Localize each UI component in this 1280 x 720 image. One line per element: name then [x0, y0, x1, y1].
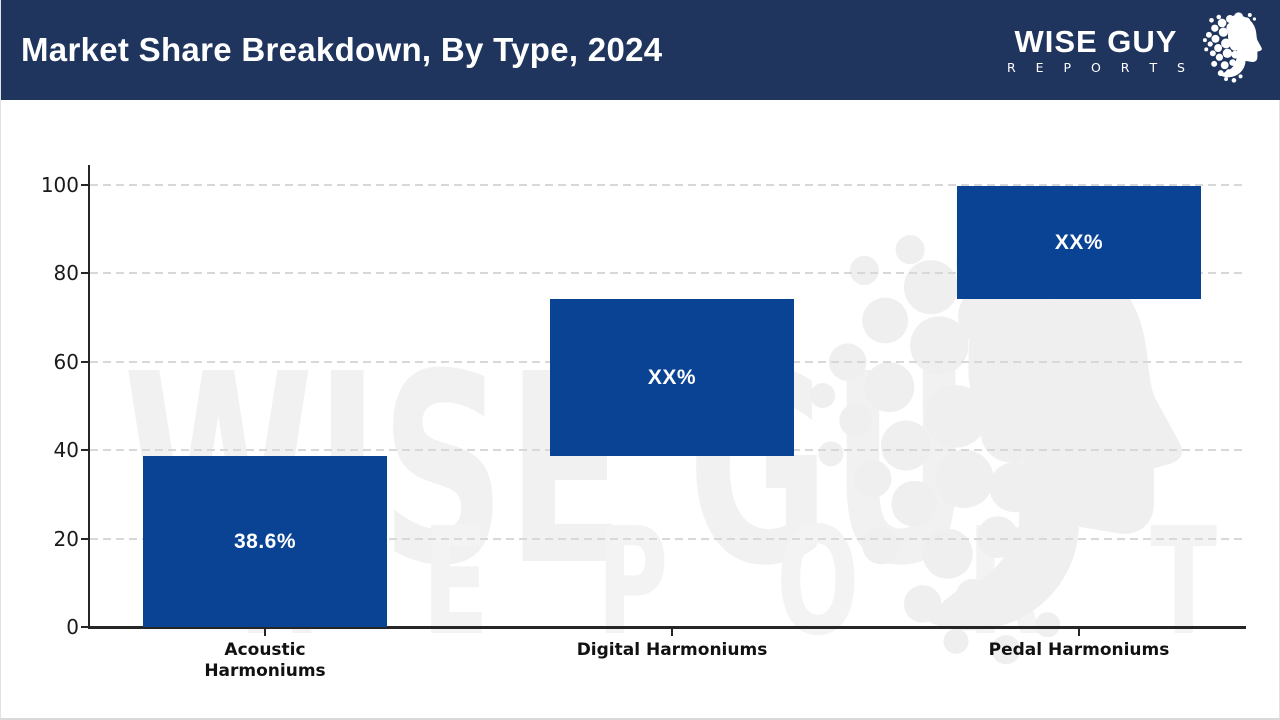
page-title: Market Share Breakdown, By Type, 2024: [21, 31, 663, 68]
gridline: [90, 272, 1246, 275]
watermark-reports-text: R E P O R T S: [239, 496, 1280, 668]
header-bar: Market Share Breakdown, By Type, 2024 WI…: [1, 0, 1280, 100]
y-tick-label: 80: [53, 261, 79, 286]
y-tick-label: 40: [53, 438, 79, 463]
gridline: [90, 537, 1246, 540]
x-tick-mark: [671, 629, 673, 636]
bar-1: 38.6%: [143, 456, 387, 627]
gridline: [90, 184, 1246, 186]
bar-value-label: XX%: [1054, 230, 1104, 254]
y-tick-mark: [81, 360, 88, 363]
x-tick-mark: [264, 629, 266, 636]
y-tick-mark: [81, 537, 88, 540]
x-category-label: Digital Harmoniums: [576, 640, 768, 660]
brand-name: WISE GUY: [1014, 23, 1178, 59]
y-axis-spine: [88, 165, 90, 629]
brand-dotted-head-icon: [1202, 12, 1262, 83]
x-category-label: Pedal Harmoniums: [988, 640, 1170, 660]
y-tick-label: 0: [66, 615, 79, 639]
brand-subtitle: R E P O R T S: [1006, 59, 1193, 75]
y-tick-mark: [81, 184, 88, 186]
y-tick-label: 60: [53, 349, 79, 374]
brand-logo: WISE GUY R E P O R T S: [999, 9, 1263, 91]
bar-value-label: XX%: [647, 365, 697, 389]
y-tick-label: 100: [40, 173, 79, 197]
x-tick-mark: [1078, 629, 1080, 636]
y-tick-mark: [81, 272, 88, 275]
bar-3: XX%: [957, 185, 1201, 300]
bar-value-label: 38.6%: [233, 529, 297, 553]
x-axis-spine: [88, 626, 1246, 629]
bar-2: XX%: [550, 299, 794, 457]
y-tick-label: 20: [53, 526, 79, 551]
y-tick-mark: [81, 449, 88, 452]
x-category-label: Acoustic Harmoniums: [204, 640, 326, 681]
y-tick-mark: [81, 626, 88, 628]
